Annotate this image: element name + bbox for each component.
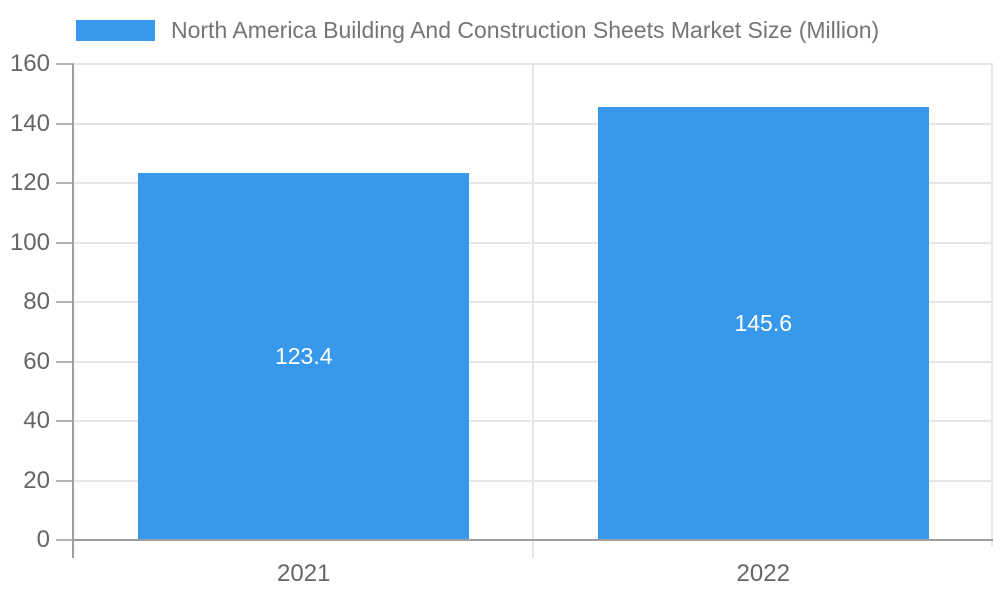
y-tick bbox=[56, 182, 74, 184]
y-tick bbox=[56, 301, 74, 303]
y-tick-label: 20 bbox=[23, 466, 50, 494]
y-tick-label: 40 bbox=[23, 407, 50, 434]
gridline-y-80 bbox=[74, 301, 993, 303]
legend: North America Building And Construction … bbox=[76, 17, 879, 43]
x-tick-label-2021: 2021 bbox=[277, 560, 331, 587]
y-tick bbox=[56, 360, 74, 363]
y-tick-label: 80 bbox=[23, 288, 50, 315]
gridline-y-140 bbox=[74, 122, 993, 125]
y-tick bbox=[56, 479, 74, 482]
gridline-y-20 bbox=[74, 479, 993, 482]
gridline-x-boundary bbox=[991, 64, 993, 546]
y-axis-line bbox=[72, 64, 74, 558]
bar-2021 bbox=[138, 172, 470, 540]
y-tick bbox=[56, 63, 74, 65]
bar-2022 bbox=[597, 106, 929, 540]
y-tick bbox=[56, 539, 74, 541]
y-tick-label: 120 bbox=[9, 169, 50, 196]
x-tick-label-2022: 2022 bbox=[736, 560, 790, 587]
plot-area: 123.4 145.6 bbox=[74, 63, 993, 540]
gridline-y-60 bbox=[74, 360, 993, 363]
y-tick-label: 60 bbox=[23, 347, 50, 375]
y-tick-label: 160 bbox=[9, 50, 50, 77]
legend-swatch bbox=[76, 19, 155, 41]
y-tick-label: 0 bbox=[36, 526, 50, 553]
gridline-x-boundary bbox=[531, 64, 534, 558]
x-axis-line bbox=[72, 539, 993, 541]
bar-value-label: 123.4 bbox=[274, 343, 333, 370]
gridline-y-100 bbox=[74, 241, 993, 244]
y-tick bbox=[56, 122, 74, 125]
gridline-y-120 bbox=[74, 182, 993, 184]
y-tick-label: 140 bbox=[9, 109, 50, 137]
y-tick bbox=[56, 241, 74, 244]
y-tick bbox=[56, 420, 74, 422]
gridline-y-40 bbox=[74, 420, 993, 422]
y-tick-label: 100 bbox=[9, 228, 50, 256]
bar-value-label: 145.6 bbox=[734, 310, 793, 337]
legend-label: North America Building And Construction … bbox=[171, 16, 880, 43]
gridline-y-160 bbox=[74, 63, 993, 65]
